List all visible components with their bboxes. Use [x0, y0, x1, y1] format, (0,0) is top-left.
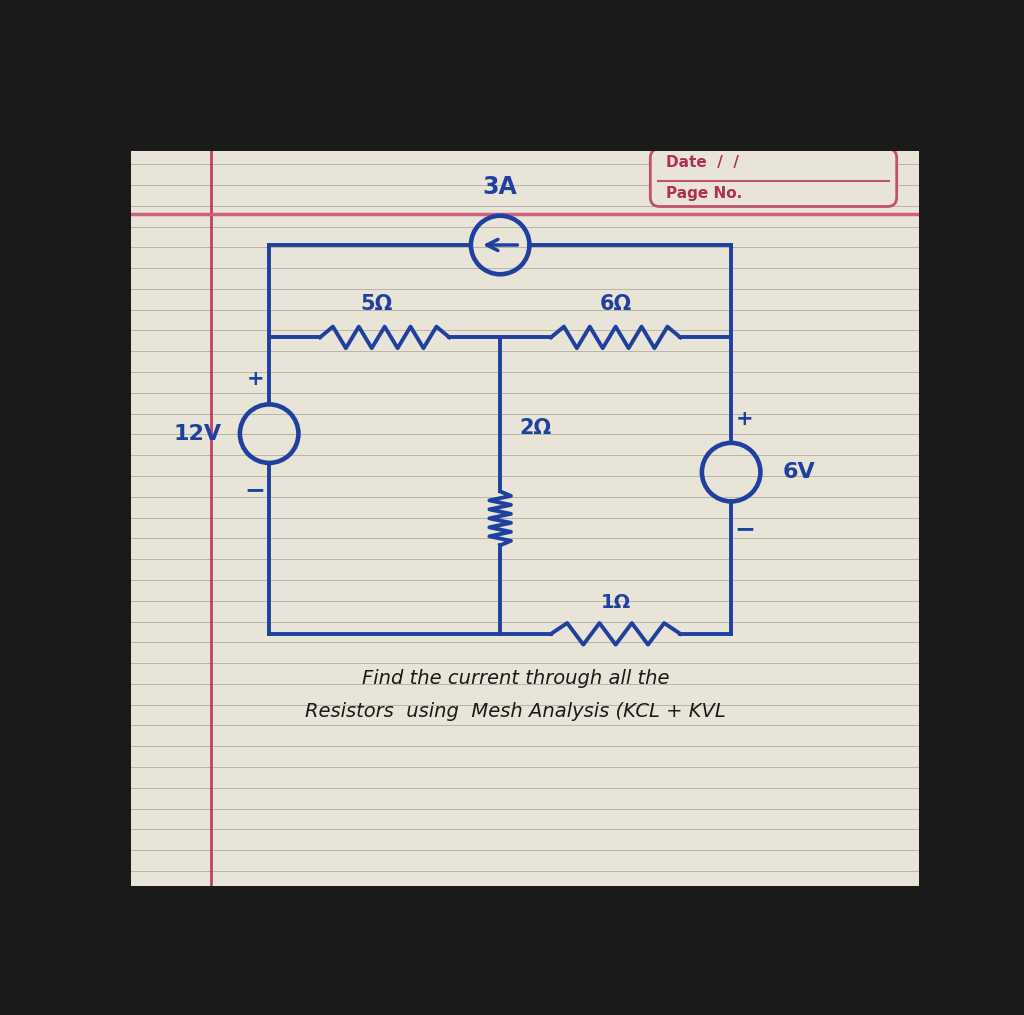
Text: −: −: [734, 517, 756, 541]
Text: 1Ω: 1Ω: [601, 594, 631, 612]
Text: Resistors  using  Mesh Analysis (KCL + KVL: Resistors using Mesh Analysis (KCL + KVL: [305, 701, 726, 721]
Text: 6Ω: 6Ω: [599, 294, 632, 315]
Text: Page No.: Page No.: [666, 186, 742, 201]
Text: Find the current through all the: Find the current through all the: [361, 669, 670, 687]
Text: 2Ω: 2Ω: [519, 418, 552, 437]
Text: 3A: 3A: [482, 175, 517, 199]
Text: 5Ω: 5Ω: [360, 294, 393, 315]
Text: 12V: 12V: [173, 423, 221, 444]
FancyBboxPatch shape: [650, 149, 897, 206]
Text: +: +: [736, 409, 754, 429]
Bar: [131, 886, 920, 903]
Text: Date  /  /: Date / /: [666, 155, 738, 171]
Text: 6V: 6V: [782, 462, 815, 482]
Bar: [131, 122, 920, 151]
Text: −: −: [245, 478, 266, 502]
Text: +: +: [247, 369, 264, 389]
